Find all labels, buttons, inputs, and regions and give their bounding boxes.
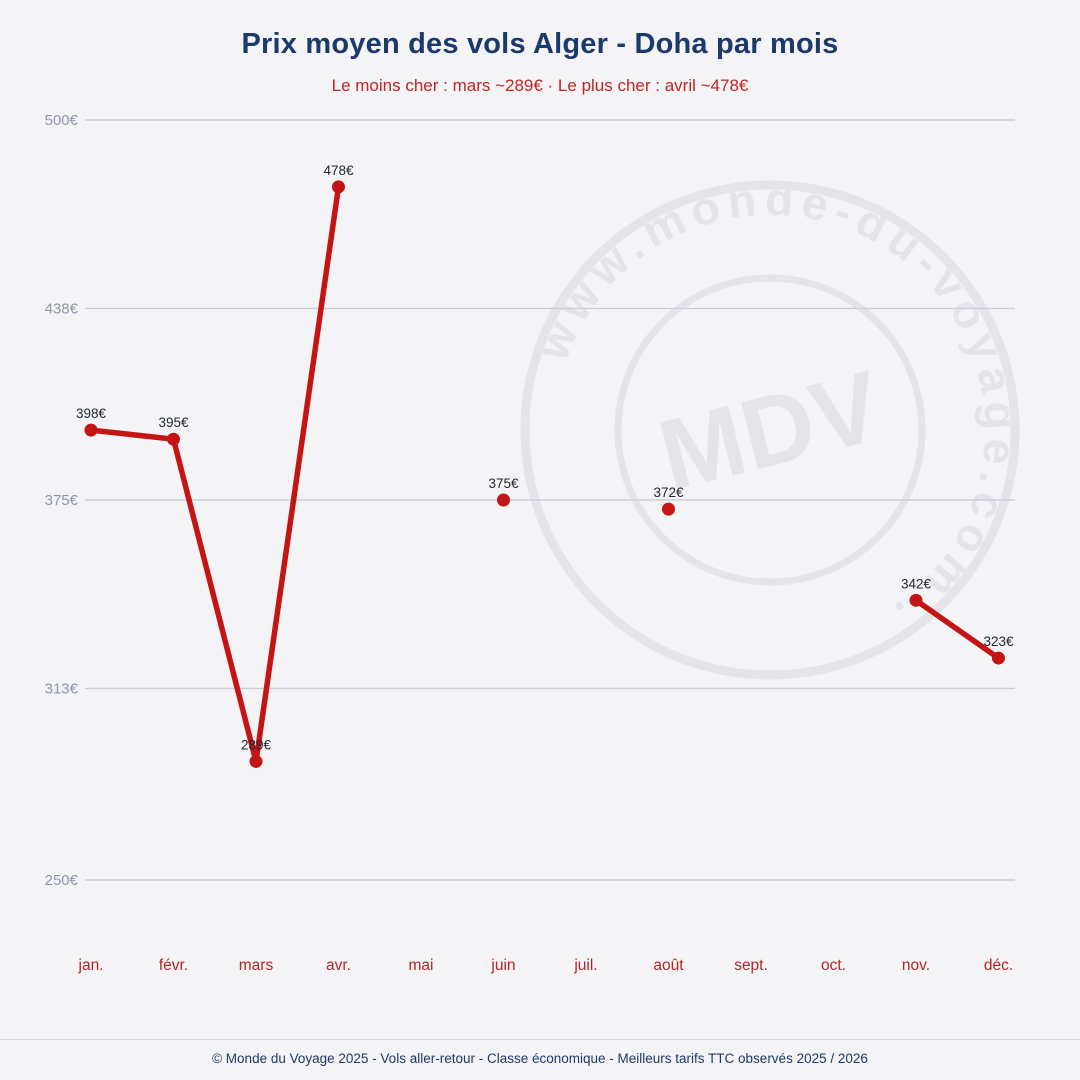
month-label: nov. <box>902 957 930 974</box>
month-label: juil. <box>573 957 597 974</box>
point-label: 289€ <box>241 737 272 752</box>
y-tick-label: 313€ <box>45 680 79 697</box>
month-label: août <box>653 957 684 974</box>
watermark-inner-circle <box>614 274 926 586</box>
point-label: 375€ <box>488 476 519 491</box>
data-point <box>497 493 510 507</box>
page-subtitle: Le moins cher : mars ~289€ · Le plus che… <box>331 76 749 95</box>
price-chart: www.monde-du-voyage.com . MDV 500€438€37… <box>45 105 1080 974</box>
y-tick-label: 500€ <box>45 112 79 129</box>
data-point <box>992 651 1005 665</box>
watermark-badge: MDV <box>649 350 892 513</box>
point-label: 342€ <box>901 576 932 591</box>
point-label: 398€ <box>76 406 107 421</box>
data-point <box>909 593 923 607</box>
y-tick-label: 375€ <box>45 492 79 509</box>
point-label: 478€ <box>323 163 354 178</box>
month-label: juin <box>490 957 515 974</box>
data-point <box>662 502 675 516</box>
point-label: 395€ <box>158 415 189 430</box>
page-footer: © Monde du Voyage 2025 - Vols aller-reto… <box>0 1039 1080 1080</box>
month-label: oct. <box>821 957 846 974</box>
price-line <box>88 184 342 765</box>
month-label: déc. <box>984 957 1013 974</box>
month-label: avr. <box>326 957 351 974</box>
point-label: 372€ <box>653 485 684 500</box>
month-label: sept. <box>734 957 768 974</box>
month-label: mars <box>239 957 274 974</box>
watermark-outer-circle <box>520 180 1020 680</box>
data-point <box>84 423 98 437</box>
month-label: mai <box>409 957 434 974</box>
page-title: Prix moyen des vols Alger - Doha par moi… <box>241 28 839 60</box>
month-label: jan. <box>78 957 104 974</box>
y-tick-label: 438€ <box>45 300 79 317</box>
price-line <box>913 597 1002 661</box>
data-point <box>332 180 345 194</box>
data-point <box>167 432 180 446</box>
point-label: 323€ <box>983 634 1014 649</box>
month-label: févr. <box>159 957 188 974</box>
data-point <box>249 754 263 768</box>
y-tick-label: 250€ <box>45 872 79 889</box>
